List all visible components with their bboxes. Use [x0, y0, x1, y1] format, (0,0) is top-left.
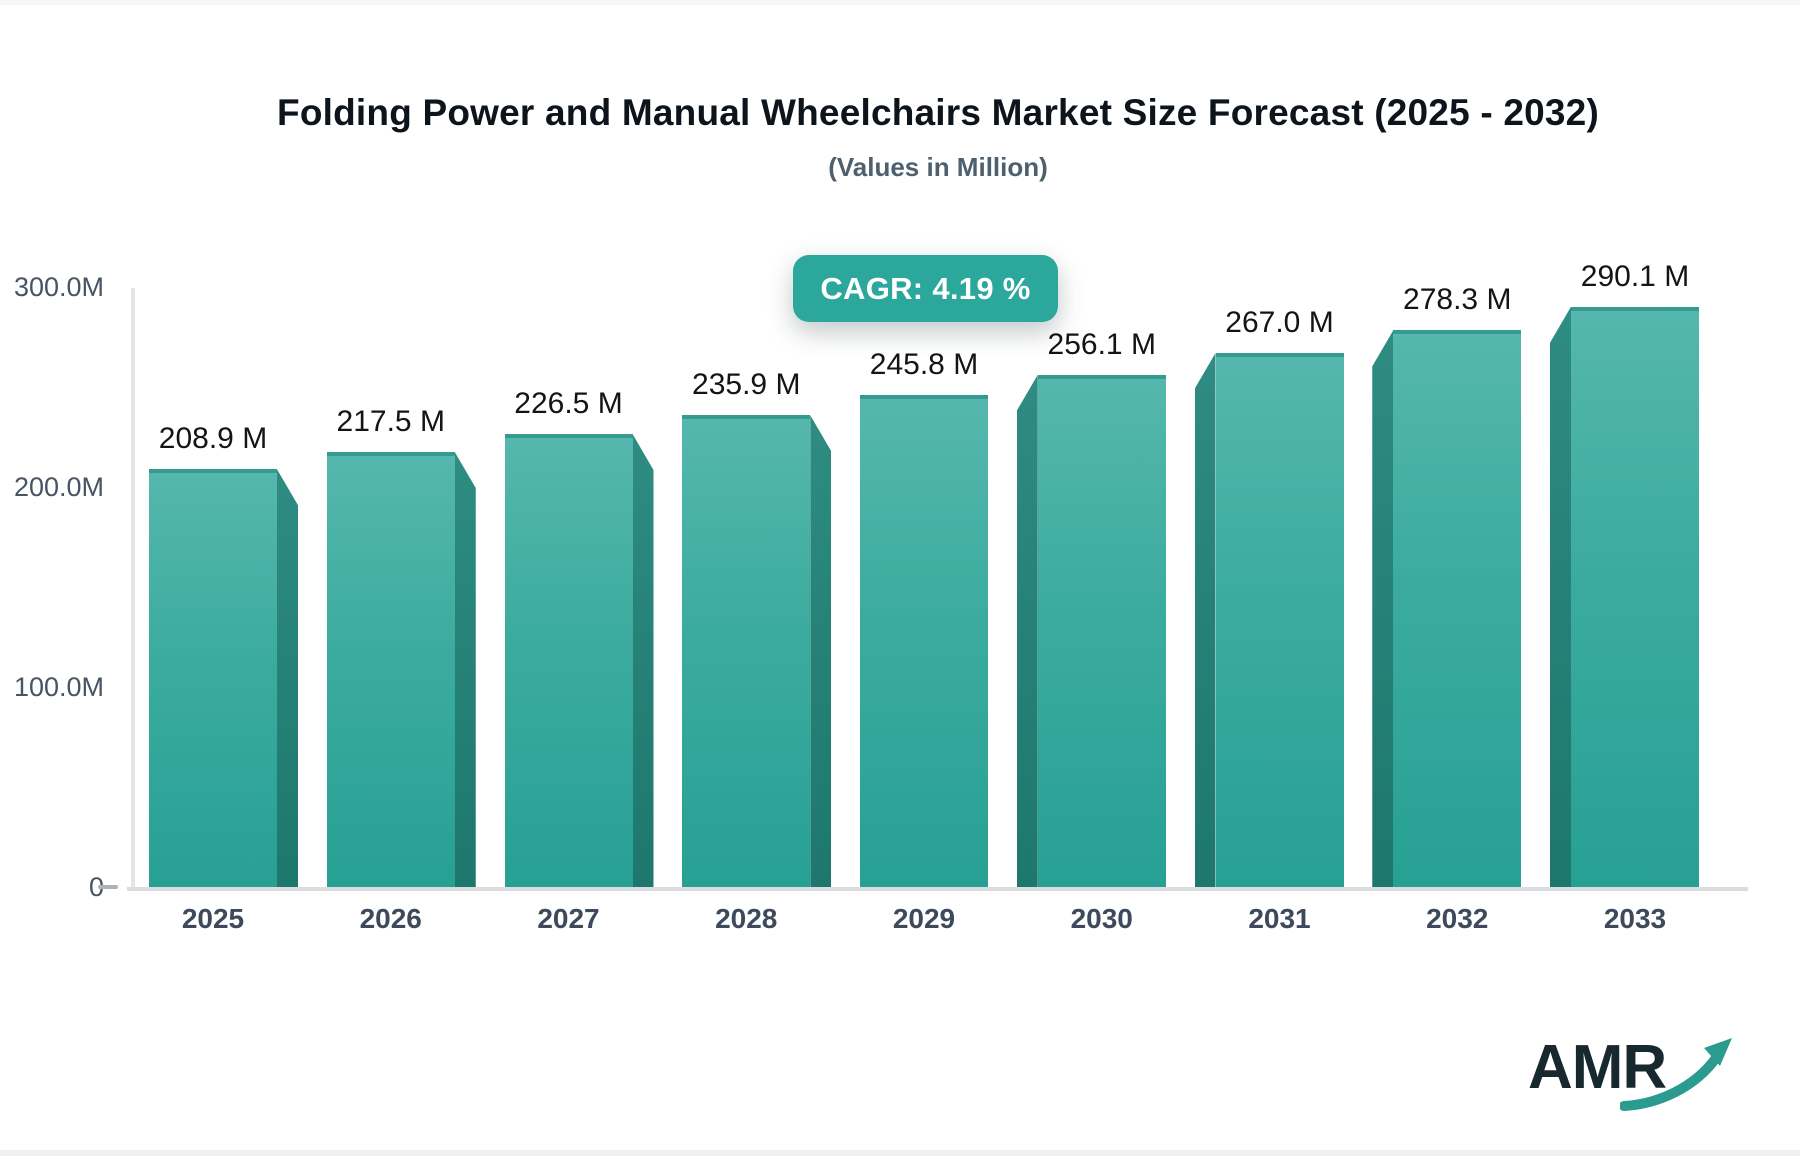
bar — [504, 434, 633, 887]
cagr-badge-label: CAGR: 4.19 % — [820, 270, 1031, 306]
bar-side-shade — [810, 415, 832, 887]
bar-value-label: 245.8 M — [869, 348, 979, 382]
y-axis-tick-label: 300.0M — [13, 272, 104, 302]
bar — [860, 395, 988, 887]
bar-side-shade — [454, 452, 476, 887]
bar — [1571, 306, 1699, 887]
bar — [326, 452, 455, 887]
bar-side-shade — [1194, 353, 1216, 887]
x-axis-tick-label: 2030 — [1070, 903, 1133, 934]
y-axis-tick-label: 200.0M — [13, 472, 104, 502]
bottom-border-strip — [0, 1150, 1800, 1156]
bar-value-label: 208.9 M — [158, 422, 268, 456]
bar-side-shade — [1372, 330, 1394, 887]
bar-value-label: 267.0 M — [1225, 306, 1334, 339]
x-axis-tick-label: 2031 — [1248, 903, 1311, 934]
amr-logo-text: AMR — [1528, 1033, 1667, 1102]
bar-value-label: 235.9 M — [692, 368, 801, 402]
amr-logo: AMR — [1528, 1030, 1732, 1120]
y-axis-tick-mark — [98, 885, 118, 889]
y-axis-line — [131, 288, 135, 889]
bar — [1215, 353, 1344, 887]
growth-arrow-icon — [1620, 1038, 1732, 1111]
bar-side-shade — [632, 434, 654, 887]
x-axis-tick-label: 2033 — [1603, 903, 1667, 934]
y-axis-tick-label: 100.0M — [13, 672, 104, 702]
x-axis-line — [127, 887, 1748, 891]
bar-side-shade — [1016, 374, 1038, 887]
x-axis-tick-label: 2032 — [1426, 903, 1489, 934]
bar — [1037, 374, 1166, 887]
bar-value-label: 290.1 M — [1580, 259, 1690, 293]
x-axis-tick-label: 2028 — [715, 903, 778, 934]
bar — [1393, 330, 1522, 887]
chart-title: Folding Power and Manual Wheelchairs Mar… — [277, 92, 1599, 133]
x-axis-tick-label: 2026 — [359, 903, 422, 934]
cagr-badge: CAGR: 4.19 % — [793, 255, 1058, 322]
chart-header: Folding Power and Manual Wheelchairs Mar… — [75, 92, 1800, 183]
x-axis-tick-label: 2029 — [892, 903, 956, 934]
bar-value-label: 217.5 M — [336, 405, 445, 438]
y-axis-tick-label: 0 — [88, 872, 104, 902]
x-axis-tick-label: 2027 — [537, 903, 600, 934]
bar-side-shade — [277, 469, 298, 887]
chart-subtitle: (Values in Million) — [828, 152, 1048, 182]
bar — [149, 469, 277, 887]
bar-value-label: 278.3 M — [1403, 283, 1512, 317]
bar-value-label: 226.5 M — [514, 387, 623, 420]
bar-value-label: 256.1 M — [1047, 327, 1156, 361]
bar — [682, 415, 811, 887]
top-border-strip — [0, 0, 1800, 5]
bar-side-shade — [1550, 306, 1571, 887]
x-axis-tick-label: 2025 — [181, 903, 245, 934]
